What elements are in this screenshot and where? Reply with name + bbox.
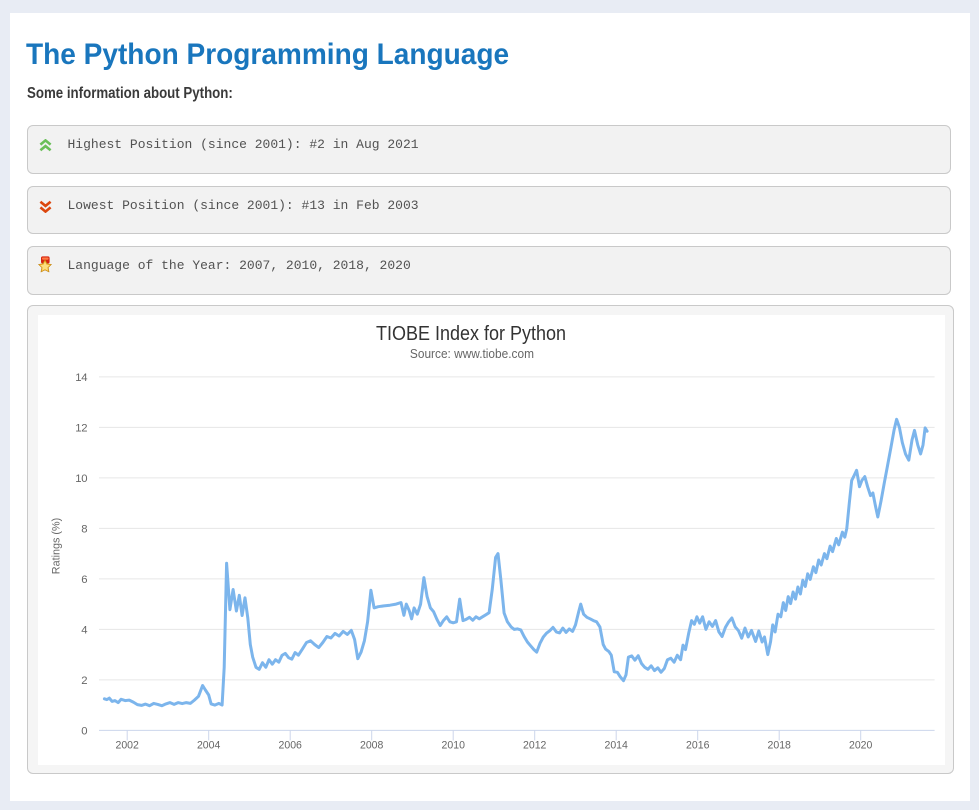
svg-text:2006: 2006 — [279, 739, 302, 751]
svg-text:2: 2 — [81, 675, 87, 687]
svg-text:10: 10 — [75, 473, 87, 485]
svg-text:2012: 2012 — [523, 739, 546, 751]
svg-text:2018: 2018 — [768, 739, 791, 751]
svg-text:2010: 2010 — [442, 739, 465, 751]
svg-text:0: 0 — [81, 726, 87, 738]
svg-text:Ratings (%): Ratings (%) — [50, 518, 62, 574]
svg-text:2016: 2016 — [686, 739, 709, 751]
svg-text:14: 14 — [75, 372, 87, 384]
svg-text:2004: 2004 — [197, 739, 220, 751]
svg-text:TIOBE Index for Python: TIOBE Index for Python — [376, 323, 566, 345]
svg-text:6: 6 — [81, 574, 87, 586]
svg-text:2014: 2014 — [604, 739, 627, 751]
svg-text:8: 8 — [81, 524, 87, 536]
svg-text:2020: 2020 — [849, 739, 872, 751]
svg-text:Source: www.tiobe.com: Source: www.tiobe.com — [410, 347, 534, 361]
svg-text:12: 12 — [75, 423, 87, 435]
svg-text:2002: 2002 — [116, 739, 139, 751]
svg-text:2008: 2008 — [360, 739, 383, 751]
svg-text:4: 4 — [81, 625, 87, 637]
